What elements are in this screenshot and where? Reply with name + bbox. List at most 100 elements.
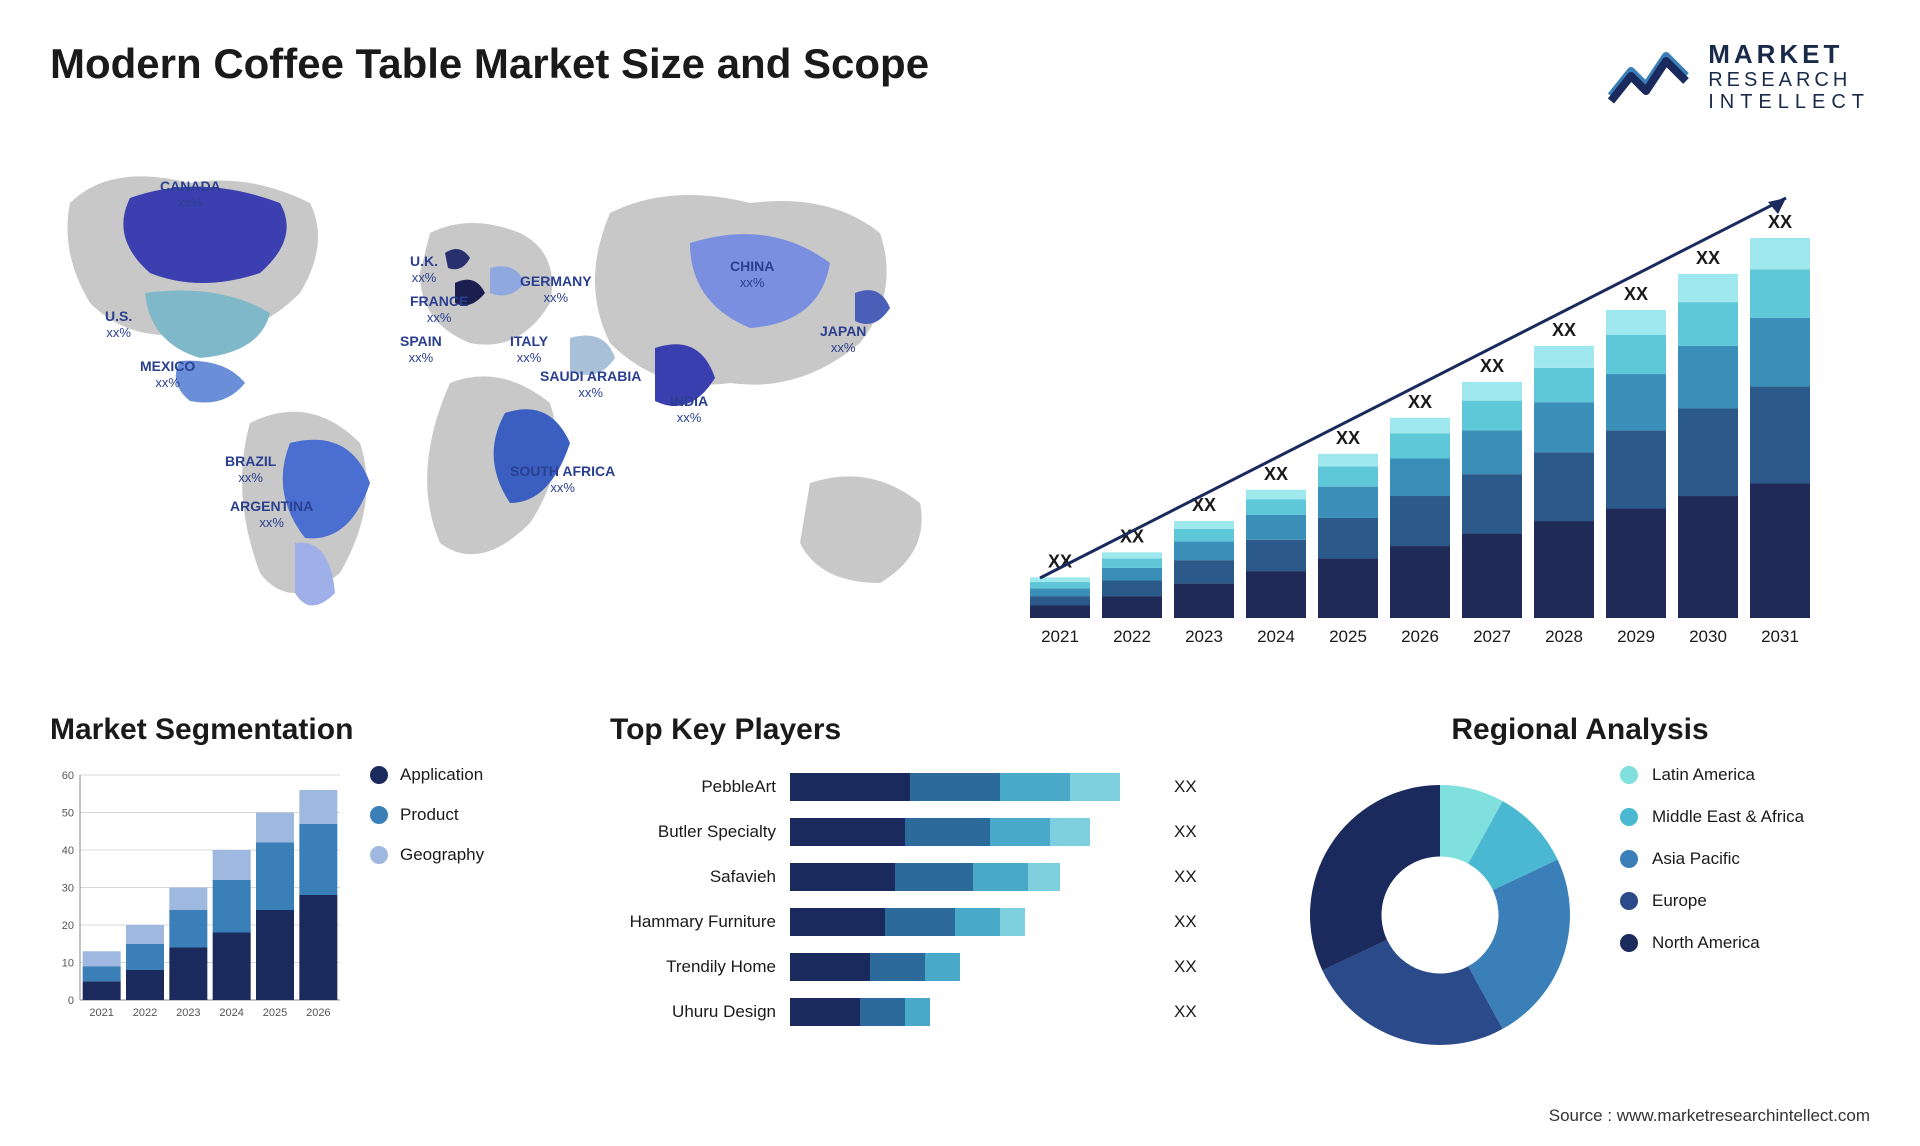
key-player-row: SafaviehXX: [610, 855, 1250, 900]
segmentation-legend: Application Product Geography: [370, 765, 484, 1025]
bar-segment: [1000, 908, 1025, 936]
bar-segment: [905, 998, 930, 1026]
svg-text:2021: 2021: [89, 1007, 113, 1019]
bar-segment: [860, 998, 905, 1026]
segmentation-bar-chart: 0102030405060202120222023202420252026: [50, 765, 350, 1025]
bar-segment: [1070, 773, 1120, 801]
svg-text:XX: XX: [1696, 248, 1720, 268]
svg-text:2029: 2029: [1617, 627, 1655, 646]
bar-segment: [955, 908, 1000, 936]
key-player-name: Uhuru Design: [610, 1002, 790, 1022]
svg-text:2026: 2026: [1401, 627, 1439, 646]
growth-chart-panel: XX2021XX2022XX2023XX2024XX2025XX2026XX20…: [970, 143, 1870, 673]
regional-legend-item: North America: [1620, 933, 1804, 953]
map-label-canada: CANADAxx%: [160, 178, 221, 212]
seg-legend-item: Application: [370, 765, 484, 785]
legend-swatch-icon: [1620, 808, 1638, 826]
svg-text:2026: 2026: [306, 1007, 330, 1019]
legend-label: Europe: [1652, 891, 1707, 911]
key-player-name: Trendily Home: [610, 957, 790, 977]
bar-segment: [925, 953, 960, 981]
map-label-argentina: ARGENTINAxx%: [230, 498, 313, 532]
key-player-row: Trendily Home XX: [610, 945, 1250, 990]
bar-segment: [790, 908, 885, 936]
bar-segment: [1000, 773, 1070, 801]
svg-text:2021: 2021: [1041, 627, 1079, 646]
map-label-mexico: MEXICOxx%: [140, 358, 195, 392]
bar-segment: [790, 863, 895, 891]
key-player-value: XX: [1160, 1002, 1197, 1022]
svg-text:2024: 2024: [1257, 627, 1295, 646]
key-player-row: PebbleArtXX: [610, 765, 1250, 810]
svg-text:2025: 2025: [263, 1007, 287, 1019]
logo-mark-icon: [1606, 46, 1696, 106]
key-player-bar: [790, 818, 1160, 846]
bar-segment: [910, 773, 1000, 801]
regional-legend-item: Europe: [1620, 891, 1804, 911]
regional-legend-item: Middle East & Africa: [1620, 807, 1804, 827]
legend-swatch-icon: [1620, 766, 1638, 784]
svg-text:60: 60: [62, 770, 74, 782]
key-player-name: Safavieh: [610, 867, 790, 887]
key-player-value: XX: [1160, 957, 1197, 977]
map-label-south-africa: SOUTH AFRICAxx%: [510, 463, 615, 497]
svg-text:2022: 2022: [133, 1007, 157, 1019]
brand-logo: MARKET RESEARCH INTELLECT: [1606, 40, 1870, 113]
legend-swatch-icon: [1620, 934, 1638, 952]
regional-donut-chart: [1290, 765, 1590, 1065]
key-player-name: PebbleArt: [610, 777, 790, 797]
legend-label: Asia Pacific: [1652, 849, 1740, 869]
svg-text:XX: XX: [1408, 391, 1432, 411]
world-map-panel: CANADAxx% U.S.xx% MEXICOxx% BRAZILxx% ARGENT…: [50, 143, 970, 673]
world-map-icon: [50, 143, 970, 643]
map-label-france: FRANCExx%: [410, 293, 468, 327]
svg-text:2027: 2027: [1473, 627, 1511, 646]
legend-swatch-icon: [1620, 892, 1638, 910]
svg-text:XX: XX: [1768, 212, 1792, 232]
key-player-name: Hammary Furniture: [610, 912, 790, 932]
key-player-name: Butler Specialty: [610, 822, 790, 842]
legend-label: North America: [1652, 933, 1760, 953]
bar-segment: [790, 953, 870, 981]
svg-text:20: 20: [62, 920, 74, 932]
bar-segment: [990, 818, 1050, 846]
svg-text:2023: 2023: [176, 1007, 200, 1019]
legend-label: Product: [400, 805, 459, 825]
key-players-title: Top Key Players: [610, 713, 1250, 747]
regional-legend: Latin America Middle East & Africa Asia Pa…: [1620, 765, 1804, 975]
seg-legend-item: Geography: [370, 845, 484, 865]
bar-segment: [895, 863, 973, 891]
legend-label: Geography: [400, 845, 484, 865]
legend-label: Latin America: [1652, 765, 1755, 785]
svg-text:XX: XX: [1624, 284, 1648, 304]
svg-text:0: 0: [68, 995, 74, 1007]
svg-text:2023: 2023: [1185, 627, 1223, 646]
bar-segment: [790, 773, 910, 801]
key-players-chart: PebbleArtXXButler SpecialtyXXSafaviehXXH…: [610, 765, 1250, 1035]
bar-segment: [1028, 863, 1060, 891]
legend-swatch-icon: [370, 806, 388, 824]
map-label-germany: GERMANYxx%: [520, 273, 592, 307]
logo-text-1: MARKET: [1708, 40, 1870, 69]
svg-text:XX: XX: [1336, 427, 1360, 447]
map-label-u-s-: U.S.xx%: [105, 308, 132, 342]
key-player-value: XX: [1160, 822, 1197, 842]
legend-label: Middle East & Africa: [1652, 807, 1804, 827]
map-label-spain: SPAINxx%: [400, 333, 442, 367]
key-player-bar: [790, 908, 1160, 936]
svg-text:2025: 2025: [1329, 627, 1367, 646]
bar-segment: [870, 953, 925, 981]
map-label-saudi-arabia: SAUDI ARABIAxx%: [540, 368, 641, 402]
bar-segment: [790, 818, 905, 846]
key-player-row: Butler Specialty XX: [610, 810, 1250, 855]
svg-text:40: 40: [62, 845, 74, 857]
svg-text:2030: 2030: [1689, 627, 1727, 646]
map-label-italy: ITALYxx%: [510, 333, 548, 367]
key-player-bar: [790, 863, 1160, 891]
map-label-u-k-: U.K.xx%: [410, 253, 438, 287]
svg-text:2022: 2022: [1113, 627, 1151, 646]
regional-title: Regional Analysis: [1290, 713, 1870, 747]
key-player-bar: [790, 998, 1160, 1026]
map-label-brazil: BRAZILxx%: [225, 453, 276, 487]
growth-bar-chart: XX2021XX2022XX2023XX2024XX2025XX2026XX20…: [1010, 143, 1870, 673]
